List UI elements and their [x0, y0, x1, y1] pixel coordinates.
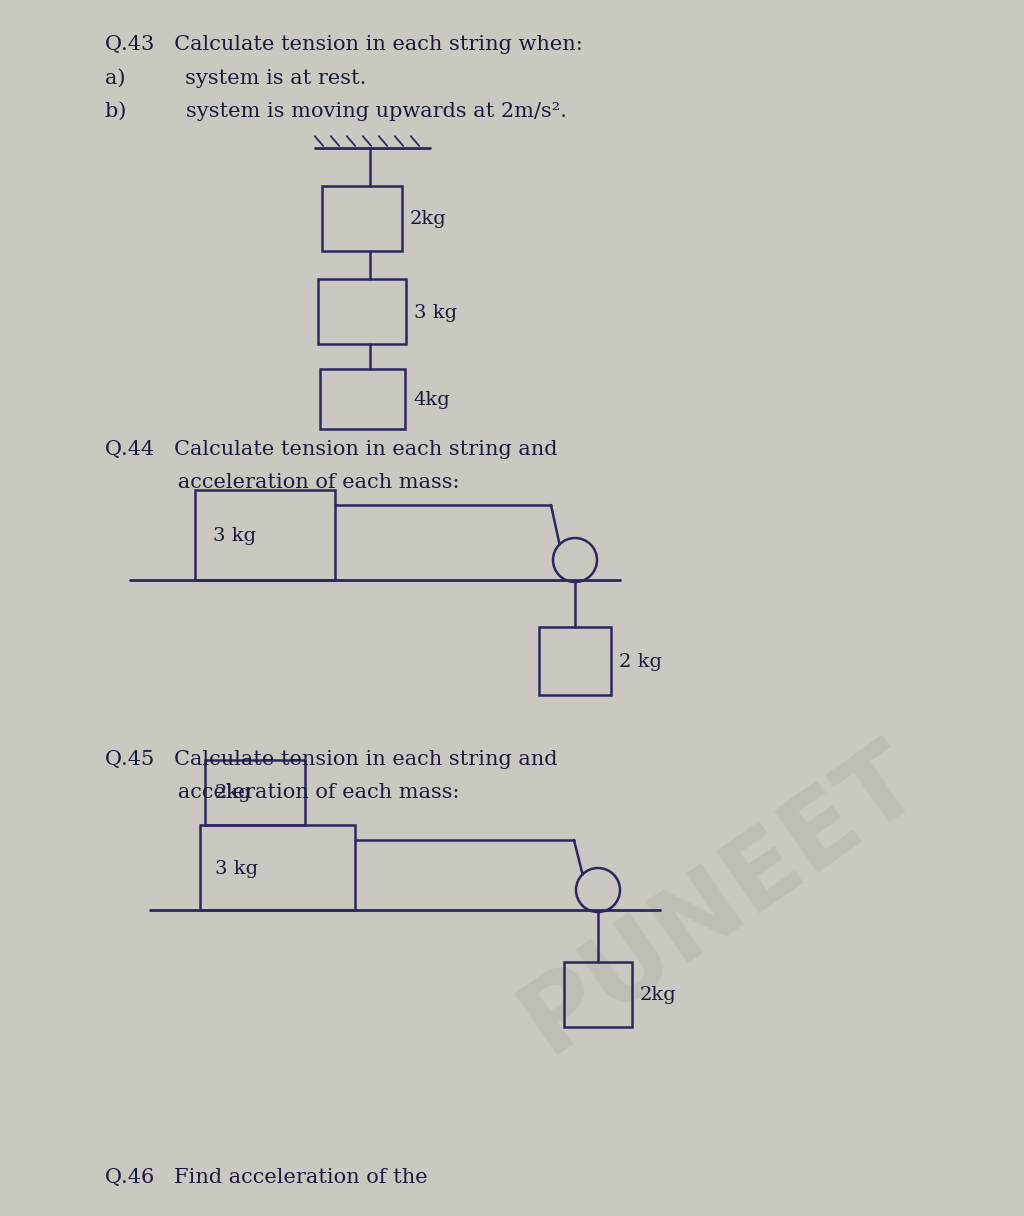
- Text: a)         system is at rest.: a) system is at rest.: [105, 68, 367, 88]
- Bar: [319, 368, 406, 429]
- Bar: [539, 627, 611, 696]
- Text: 4kg: 4kg: [413, 392, 450, 409]
- Text: 3 kg: 3 kg: [213, 527, 256, 545]
- Text: acceleration of each mass:: acceleration of each mass:: [105, 783, 460, 803]
- Text: PUNEET: PUNEET: [502, 726, 938, 1074]
- Bar: [205, 760, 305, 824]
- Text: Q.44   Calculate tension in each string and: Q.44 Calculate tension in each string an…: [105, 440, 557, 458]
- Text: 2kg: 2kg: [215, 784, 252, 803]
- Bar: [195, 490, 335, 580]
- Text: Q.43   Calculate tension in each string when:: Q.43 Calculate tension in each string wh…: [105, 35, 583, 54]
- Text: Q.46   Find acceleration of the: Q.46 Find acceleration of the: [105, 1169, 428, 1187]
- Text: 2 kg: 2 kg: [618, 653, 662, 671]
- Text: 3 kg: 3 kg: [215, 860, 258, 878]
- Text: acceleration of each mass:: acceleration of each mass:: [105, 473, 460, 492]
- Text: 2kg: 2kg: [410, 210, 446, 229]
- Bar: [200, 824, 355, 910]
- Text: Q.45   Calculate tension in each string and: Q.45 Calculate tension in each string an…: [105, 750, 557, 769]
- Bar: [322, 186, 402, 250]
- Text: b)         system is moving upwards at 2m/s².: b) system is moving upwards at 2m/s².: [105, 101, 567, 120]
- Bar: [564, 962, 632, 1028]
- Text: 3 kg: 3 kg: [414, 304, 457, 321]
- Bar: [318, 278, 406, 344]
- Text: 2kg: 2kg: [640, 986, 677, 1004]
